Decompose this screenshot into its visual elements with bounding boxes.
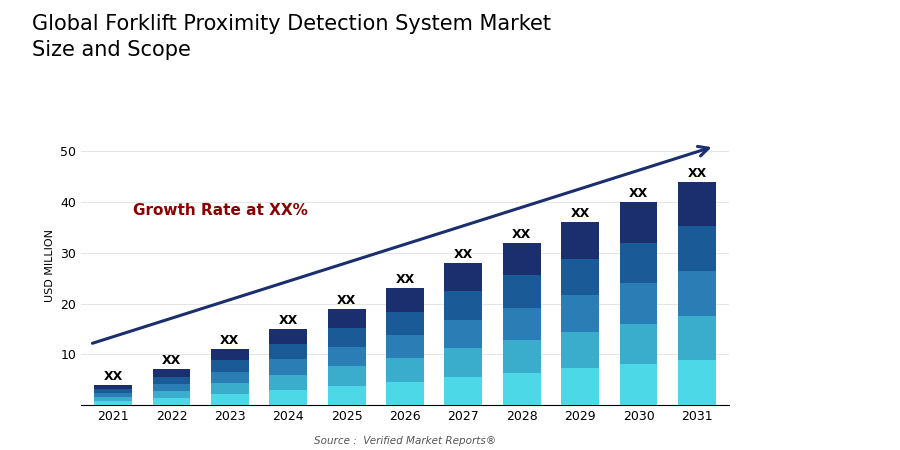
Bar	[503, 340, 541, 373]
Bar	[678, 360, 716, 405]
Bar	[445, 291, 482, 320]
Bar	[562, 369, 599, 405]
Text: XX: XX	[104, 370, 122, 382]
Bar	[211, 394, 248, 405]
Bar	[269, 390, 307, 405]
Bar	[269, 374, 307, 390]
Bar	[386, 312, 424, 335]
Text: XX: XX	[629, 187, 648, 200]
Bar	[445, 263, 482, 291]
Bar	[211, 349, 248, 360]
Bar	[562, 296, 599, 332]
Bar	[619, 243, 658, 283]
Text: XX: XX	[454, 248, 473, 261]
Bar	[328, 309, 365, 328]
Text: Source :  Verified Market Reports®: Source : Verified Market Reports®	[314, 436, 496, 446]
Bar	[94, 385, 132, 389]
Bar	[328, 347, 365, 366]
Bar	[503, 373, 541, 405]
Bar	[619, 202, 658, 243]
Bar	[269, 360, 307, 374]
Bar	[619, 324, 658, 365]
Bar	[386, 335, 424, 358]
Bar	[619, 283, 658, 324]
Bar	[269, 329, 307, 344]
Bar	[152, 377, 191, 384]
Y-axis label: USD MILLION: USD MILLION	[45, 229, 55, 302]
Bar	[152, 369, 191, 377]
Bar	[562, 332, 599, 369]
Bar	[152, 398, 191, 405]
Bar	[269, 344, 307, 360]
Bar	[386, 382, 424, 405]
Bar	[503, 243, 541, 275]
Bar	[328, 386, 365, 405]
Text: XX: XX	[337, 293, 356, 306]
Bar	[386, 358, 424, 382]
Bar	[503, 308, 541, 340]
Bar	[94, 401, 132, 405]
Bar	[678, 271, 716, 316]
Text: XX: XX	[571, 207, 590, 220]
Bar	[94, 389, 132, 393]
Bar	[678, 182, 716, 226]
Bar	[678, 316, 716, 360]
Text: XX: XX	[688, 167, 706, 180]
Bar	[445, 320, 482, 348]
Bar	[94, 397, 132, 401]
Bar	[328, 328, 365, 347]
Bar	[619, 364, 658, 405]
Text: XX: XX	[395, 273, 415, 286]
Text: Global Forklift Proximity Detection System Market
Size and Scope: Global Forklift Proximity Detection Syst…	[32, 14, 551, 60]
Bar	[152, 391, 191, 398]
Bar	[211, 360, 248, 372]
Bar	[445, 377, 482, 405]
Bar	[562, 222, 599, 259]
Text: XX: XX	[220, 334, 239, 347]
Bar	[562, 259, 599, 296]
Bar	[386, 288, 424, 312]
Bar	[211, 382, 248, 394]
Bar	[678, 226, 716, 271]
Bar	[328, 366, 365, 386]
Bar	[211, 372, 248, 382]
Text: XX: XX	[512, 228, 531, 241]
Bar	[94, 393, 132, 397]
Text: XX: XX	[279, 314, 298, 327]
Bar	[445, 348, 482, 377]
Text: Growth Rate at XX%: Growth Rate at XX%	[133, 203, 308, 218]
Bar	[503, 275, 541, 308]
Text: XX: XX	[162, 355, 181, 368]
Bar	[152, 384, 191, 391]
